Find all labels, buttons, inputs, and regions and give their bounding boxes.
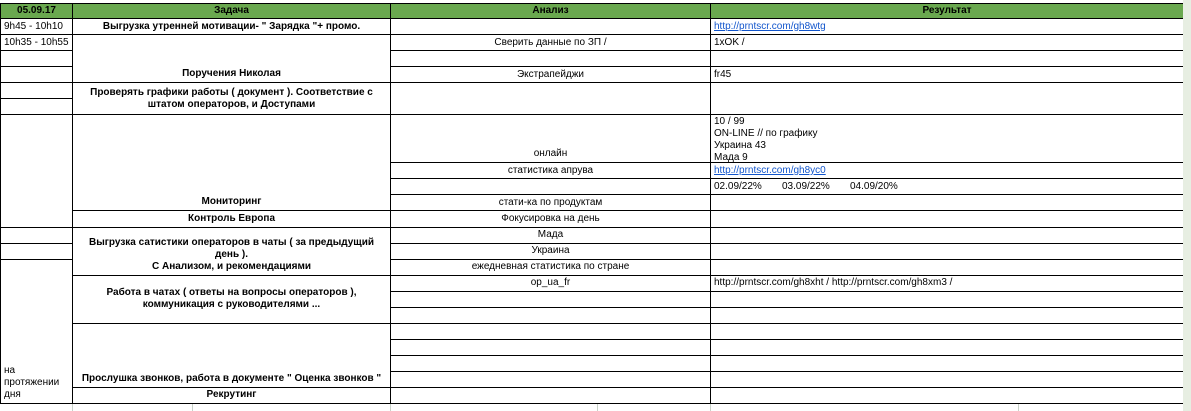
empty-cell[interactable]: [711, 339, 1184, 356]
task-table: 05.09.17 Задача Анализ Результат 9h45 - …: [0, 3, 1184, 404]
result-zp-ok[interactable]: 1xOK /: [711, 35, 1184, 52]
empty-cell[interactable]: [711, 291, 1184, 308]
task-chats-stats-line1: Выгрузка сатистики операторов в чаты ( з…: [88, 236, 375, 260]
empty-cell[interactable]: [391, 51, 711, 68]
time-day-note[interactable]: на протяжении дня: [1, 259, 73, 404]
result-approve-percentages[interactable]: 02.09/22% 03.09/22% 04.09/20%: [711, 179, 1184, 196]
task-calls[interactable]: Прослушка звонков, работа в документе " …: [73, 323, 391, 388]
analysis-daily-country[interactable]: ежедневная статистика по стране: [391, 259, 711, 276]
empty-cell[interactable]: [711, 243, 1184, 260]
header-result[interactable]: Результат: [711, 4, 1184, 19]
empty-cell[interactable]: [391, 307, 711, 324]
empty-cell[interactable]: [1, 99, 73, 116]
empty-cell[interactable]: [391, 19, 711, 36]
empty-cell[interactable]: [1, 243, 73, 260]
empty-cell[interactable]: [1, 51, 73, 68]
faint-gridline: [72, 404, 73, 411]
task-chats-work-line1: Работа в чатах ( ответы на вопросы опера…: [106, 287, 357, 299]
analysis-day-focus[interactable]: Фокусировка на день: [391, 211, 711, 228]
result-op-links[interactable]: http://prntscr.com/gh8xht / http://prnts…: [711, 275, 1184, 292]
empty-cell[interactable]: [391, 291, 711, 308]
header-task[interactable]: Задача: [73, 4, 391, 19]
analysis-op-ua-fr[interactable]: op_ua_fr: [391, 275, 711, 292]
empty-cell[interactable]: [711, 355, 1184, 372]
below-table-row[interactable]: [0, 404, 1183, 411]
task-schedules-line2: штатом операторов, и Доступами: [147, 98, 316, 110]
analysis-ukraine[interactable]: Украина: [391, 243, 711, 260]
faint-gridline: [710, 404, 711, 411]
empty-cell[interactable]: [391, 355, 711, 372]
task-chats-stats[interactable]: Выгрузка сатистики операторов в чаты ( з…: [73, 227, 391, 276]
analysis-product-stats[interactable]: стати-ка по продуктам: [391, 195, 711, 212]
empty-cell[interactable]: [1, 83, 73, 100]
empty-cell[interactable]: [391, 371, 711, 388]
time-slot-2[interactable]: 10h35 - 10h55: [1, 35, 73, 52]
pct-2: 03.09/22%: [782, 180, 830, 192]
result-online-status[interactable]: 10 / 99 ON-LINE // по графику Украина 43…: [711, 115, 1184, 164]
approve-screenshot-link[interactable]: http://prntscr.com/gh8yc0: [714, 164, 826, 176]
faint-gridline: [597, 404, 598, 411]
faint-gridline: [1018, 404, 1019, 411]
empty-cell[interactable]: [711, 195, 1184, 212]
task-chats-stats-line2: С Анализом, и рекомендациями: [151, 260, 311, 272]
analysis-extrapages[interactable]: Экстрапейджи: [391, 67, 711, 84]
empty-cell[interactable]: [711, 323, 1184, 340]
empty-cell[interactable]: [711, 83, 1184, 116]
analysis-zp[interactable]: Сверить данные по ЗП /: [391, 35, 711, 52]
result-approve-link-cell: http://prntscr.com/gh8yc0: [711, 163, 1184, 180]
faint-gridline: [390, 404, 391, 411]
empty-cell[interactable]: [711, 387, 1184, 404]
empty-cell[interactable]: [711, 307, 1184, 324]
header-date[interactable]: 05.09.17: [1, 4, 73, 19]
result-online-line2: ON-LINE // по графику: [714, 128, 818, 140]
empty-cell[interactable]: [1, 227, 73, 244]
result-online-line3: Украина 43: [714, 140, 766, 152]
task-chats-work[interactable]: Работа в чатах ( ответы на вопросы опера…: [73, 275, 391, 324]
task-schedules[interactable]: Проверять графики работы ( документ ). С…: [73, 83, 391, 116]
empty-cell[interactable]: [711, 227, 1184, 244]
time-slot-1[interactable]: 9h45 - 10h10: [1, 19, 73, 36]
analysis-approve-stats[interactable]: статистика апрува: [391, 163, 711, 180]
result-morning-link-cell: http://prntscr.com/gh8wtg: [711, 19, 1184, 36]
pct-3: 04.09/20%: [850, 180, 898, 192]
morning-screenshot-link[interactable]: http://prntscr.com/gh8wtg: [714, 20, 826, 32]
task-recruiting[interactable]: Рекрутинг: [73, 387, 391, 404]
empty-cell[interactable]: [1, 67, 73, 84]
task-control-europe[interactable]: Контроль Европа: [73, 211, 391, 228]
result-extrapages[interactable]: fr45: [711, 67, 1184, 84]
analysis-mada[interactable]: Мада: [391, 227, 711, 244]
task-schedules-line1: Проверять графики работы ( документ ). С…: [90, 86, 373, 98]
empty-cell[interactable]: [711, 211, 1184, 228]
task-nikolay[interactable]: Поручения Николая: [73, 35, 391, 84]
empty-cell[interactable]: [391, 83, 711, 116]
task-chats-work-line2: коммуникация с руководителями ...: [142, 299, 321, 311]
task-monitoring[interactable]: Мониторинг: [73, 115, 391, 212]
pct-1: 02.09/22%: [714, 180, 762, 192]
result-online-line4: Мада 9: [714, 152, 748, 164]
task-morning[interactable]: Выгрузка утренней мотивации- " Зарядка "…: [73, 19, 391, 36]
empty-cell[interactable]: [1, 115, 73, 228]
outside-sheet-strip: [1183, 0, 1191, 411]
header-analysis[interactable]: Анализ: [391, 4, 711, 19]
empty-cell[interactable]: [711, 259, 1184, 276]
result-online-line1: 10 / 99: [714, 116, 745, 128]
analysis-online[interactable]: онлайн: [391, 115, 711, 164]
empty-cell[interactable]: [391, 387, 711, 404]
empty-cell[interactable]: [391, 339, 711, 356]
empty-cell[interactable]: [391, 179, 711, 196]
empty-cell[interactable]: [711, 371, 1184, 388]
empty-cell[interactable]: [391, 323, 711, 340]
faint-gridline: [192, 404, 193, 411]
empty-cell[interactable]: [711, 51, 1184, 68]
